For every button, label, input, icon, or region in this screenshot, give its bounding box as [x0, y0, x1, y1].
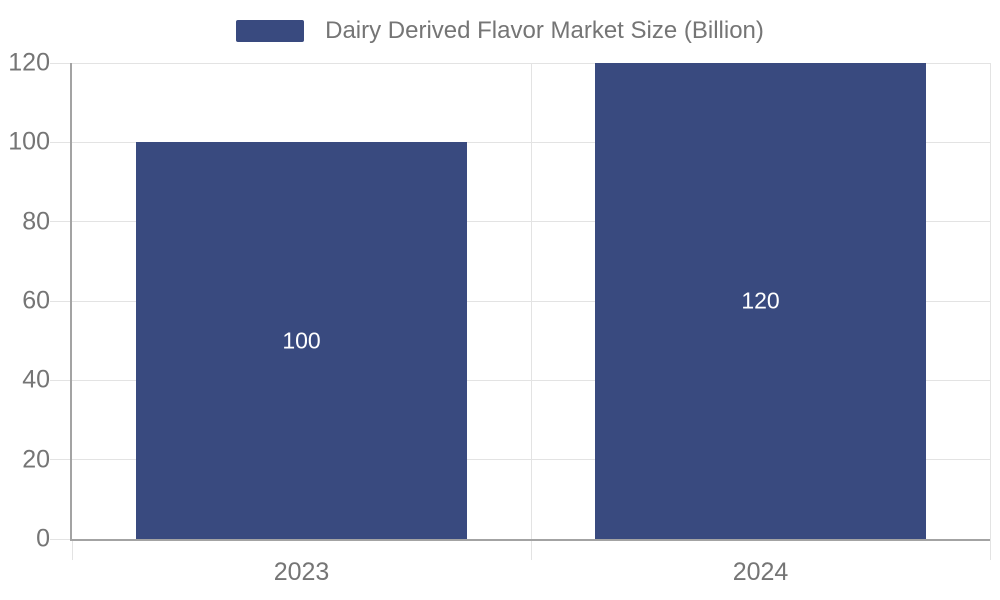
y-tick	[50, 300, 72, 302]
legend-swatch	[236, 20, 305, 42]
x-category-label: 2023	[273, 558, 330, 586]
bar[interactable]	[594, 63, 927, 539]
x-tick	[989, 539, 991, 560]
y-tick-label: 40	[22, 365, 50, 394]
x-axis-line	[70, 539, 990, 541]
y-tick	[50, 459, 72, 461]
y-tick	[50, 379, 72, 381]
y-tick-label: 100	[8, 127, 50, 156]
x-gridline	[530, 63, 532, 539]
y-tick	[50, 221, 72, 223]
y-tick	[50, 538, 72, 540]
bar[interactable]	[135, 142, 468, 539]
y-tick-label: 60	[22, 286, 50, 315]
legend-label: Dairy Derived Flavor Market Size (Billio…	[325, 17, 764, 44]
y-tick	[50, 62, 72, 64]
x-category-label: 2024	[732, 558, 789, 586]
x-tick	[530, 539, 532, 560]
bar-value-label: 100	[282, 327, 321, 354]
y-tick-label: 20	[22, 445, 50, 474]
y-tick-label: 80	[22, 207, 50, 236]
y-tick-label: 0	[36, 524, 50, 553]
x-gridline	[989, 63, 991, 539]
y-axis-line	[70, 63, 72, 539]
y-tick	[50, 141, 72, 143]
plot-area: 0 20 40 60 80 100 120 100 2023 120 2024	[8, 50, 991, 585]
legend-item[interactable]: Dairy Derived Flavor Market Size (Billio…	[0, 16, 1000, 46]
y-tick-label: 120	[8, 48, 50, 77]
x-tick	[71, 539, 73, 560]
bar-value-label: 120	[741, 287, 780, 314]
